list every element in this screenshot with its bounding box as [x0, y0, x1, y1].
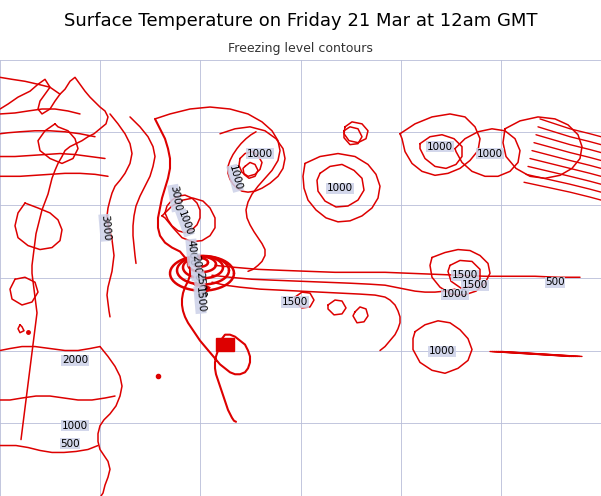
- Text: 1000: 1000: [477, 148, 503, 159]
- Text: 500: 500: [545, 277, 565, 287]
- Text: 1500: 1500: [282, 297, 308, 307]
- Text: 2000: 2000: [62, 356, 88, 366]
- Text: 500: 500: [60, 438, 80, 448]
- Text: 1000: 1000: [427, 142, 453, 152]
- Text: 1500: 1500: [462, 280, 488, 290]
- Text: 1000: 1000: [247, 148, 273, 159]
- Text: Freezing level contours: Freezing level contours: [228, 42, 373, 56]
- Text: 1000: 1000: [176, 209, 194, 237]
- Text: 1500: 1500: [452, 270, 478, 280]
- Text: 1000: 1000: [62, 421, 88, 431]
- Text: 1000: 1000: [442, 289, 468, 299]
- Text: 1000: 1000: [429, 347, 455, 357]
- Bar: [216, 338, 234, 352]
- Text: 3000: 3000: [99, 214, 111, 241]
- Text: 2500: 2500: [194, 272, 206, 299]
- Text: 1000: 1000: [327, 183, 353, 193]
- Text: 1000: 1000: [227, 164, 243, 192]
- Text: 2000: 2000: [190, 254, 202, 281]
- Text: 3000: 3000: [168, 185, 182, 212]
- Text: Surface Temperature on Friday 21 Mar at 12am GMT: Surface Temperature on Friday 21 Mar at …: [64, 12, 537, 30]
- Text: 4000: 4000: [186, 239, 198, 266]
- Text: 1500: 1500: [194, 287, 206, 313]
